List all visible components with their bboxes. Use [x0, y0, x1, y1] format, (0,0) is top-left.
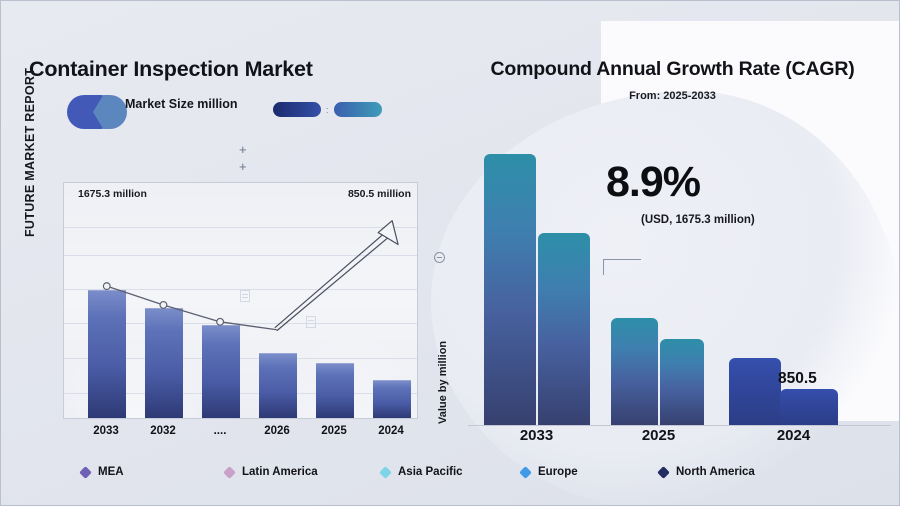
- bar-data-label-2024: 850.5: [778, 370, 817, 387]
- legend-label: Asia Pacific: [398, 466, 463, 478]
- caption-left: 1675.3 million: [78, 188, 147, 200]
- plus-marker-2: +: [239, 159, 247, 174]
- bar-2025: [316, 363, 354, 418]
- rbar-2024-secondary: [780, 389, 838, 426]
- cagr-title: Compound Annual Growth Rate (CAGR): [490, 58, 855, 80]
- legend-item-mea[interactable]: MEA: [79, 465, 124, 479]
- cagr-subtitle: From: 2025-2033: [629, 90, 716, 102]
- legend-dot-icon: [79, 465, 92, 479]
- left-panel: Container Inspection Market Market Size …: [1, 1, 456, 505]
- bracket-marker-icon: [603, 259, 641, 275]
- ghost-icon-2: [306, 316, 316, 328]
- left-market-size-chart: 1675.3 million 850.5 million: [63, 182, 418, 419]
- gridline: [64, 358, 417, 359]
- gridline: [64, 227, 417, 228]
- gridline: [64, 255, 417, 256]
- legend-item-asia-pacific[interactable]: Asia Pacific: [379, 465, 463, 479]
- rbar-2033-primary: [484, 154, 536, 426]
- legend-label: North America: [676, 466, 755, 478]
- legend-dot-icon: [379, 465, 392, 479]
- xtick-dots: ....: [213, 425, 227, 437]
- chart-baseline: [468, 424, 891, 426]
- rxtick-2024: 2024: [776, 427, 811, 444]
- legend-item-europe[interactable]: Europe: [519, 465, 578, 479]
- bar-2024: [373, 380, 411, 418]
- market-size-label: Market Size million: [125, 97, 238, 111]
- cagr-usd-value: (USD, 1675.3 million): [641, 214, 755, 226]
- rxtick-2025: 2025: [641, 427, 676, 444]
- xtick-2032: 2032: [150, 425, 176, 437]
- plus-markers: + +: [239, 141, 247, 175]
- rbar-2025-secondary: [660, 339, 704, 426]
- legend-item-north-america[interactable]: North America: [657, 465, 755, 479]
- bar-group: [64, 183, 417, 418]
- legend-label: Latin America: [242, 466, 318, 478]
- legend-dot-icon: [223, 465, 236, 479]
- plus-marker-1: +: [239, 142, 247, 157]
- circle-minus-icon: [434, 252, 445, 263]
- hexagon-logo-icon: [67, 95, 127, 129]
- y-axis-right-label: Value by million: [437, 340, 449, 424]
- legend: MEA Latin America Asia Pacific Europe No…: [79, 465, 841, 488]
- pill-teal: [333, 102, 382, 117]
- right-chart-x-axis: 2033 2025 2024: [456, 427, 899, 449]
- legend-item-latin-america[interactable]: Latin America: [223, 465, 318, 479]
- pill-dark: [273, 102, 321, 117]
- caption-right: 850.5 million: [347, 188, 411, 200]
- page-title: Container Inspection Market: [29, 57, 313, 81]
- right-panel: Compound Annual Growth Rate (CAGR) From:…: [456, 1, 899, 505]
- rbar-2025-primary: [611, 318, 658, 426]
- xtick-2026: 2026: [264, 425, 290, 437]
- trend-point: [216, 317, 225, 326]
- legend-dot-icon: [519, 465, 532, 479]
- y-axis-left-label: FUTURE MARKET REPORT: [23, 67, 37, 237]
- gridline: [64, 289, 417, 290]
- trend-point: [159, 300, 168, 309]
- rxtick-2033: 2033: [519, 427, 554, 444]
- trend-point: [102, 282, 111, 291]
- trend-line-overlay: [102, 220, 399, 332]
- legend-label: Europe: [538, 466, 578, 478]
- bar-2033: [88, 290, 126, 418]
- gridline: [64, 393, 417, 394]
- right-cagr-chart: [456, 131, 899, 426]
- xtick-2033: 2033: [93, 425, 119, 437]
- xtick-2024: 2024: [378, 425, 404, 437]
- legend-dot-icon: [657, 465, 670, 479]
- bar-2026: [259, 353, 297, 418]
- gridline: [64, 323, 417, 324]
- rbar-2033-secondary: [538, 233, 590, 426]
- xtick-2025: 2025: [321, 425, 347, 437]
- growth-arrow-icon: [274, 220, 399, 332]
- ghost-icon-1: [240, 290, 250, 302]
- left-chart-x-axis: 2033 2032 .... 2026 2025 2024: [63, 425, 418, 445]
- trend-polyline: [106, 285, 277, 331]
- cagr-value: 8.9%: [606, 158, 701, 206]
- pill-group: :: [273, 102, 382, 117]
- legend-label: MEA: [98, 466, 124, 478]
- pill-separator: :: [326, 104, 329, 115]
- rbar-2024-primary: [729, 358, 781, 426]
